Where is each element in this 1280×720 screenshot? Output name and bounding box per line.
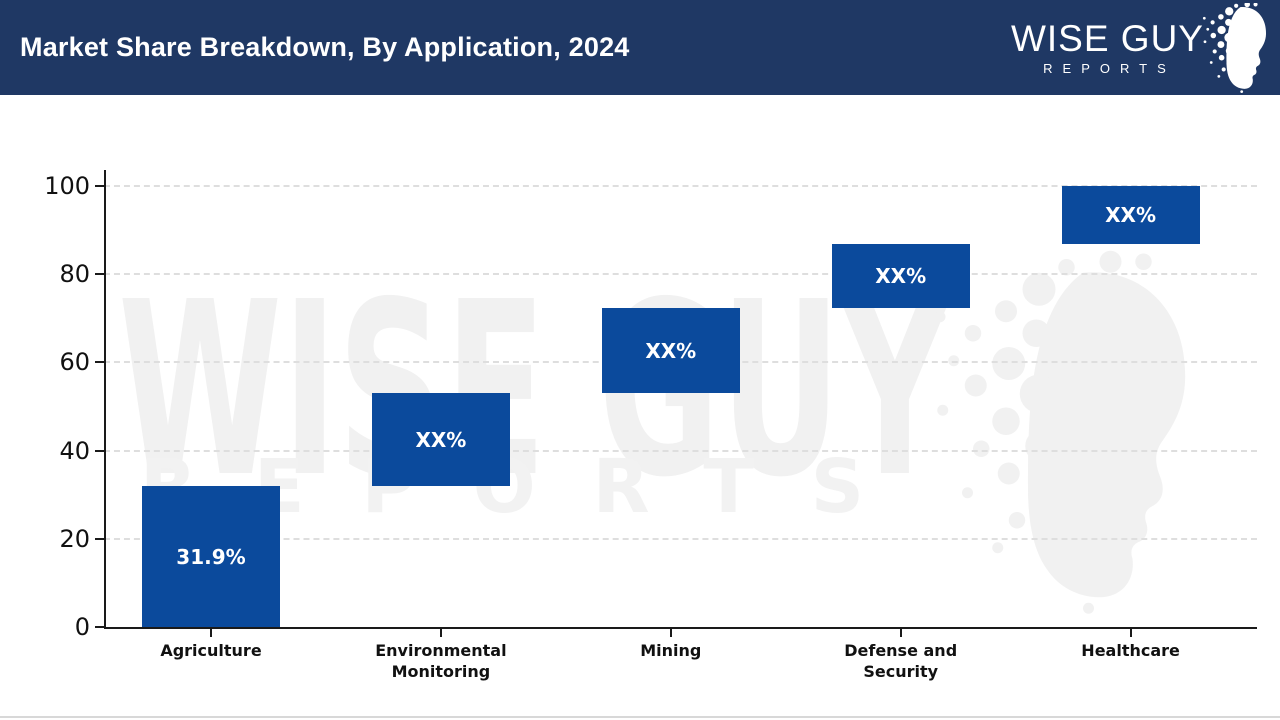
- bar-value-label: XX%: [415, 427, 467, 452]
- page-title: Market Share Breakdown, By Application, …: [20, 32, 630, 62]
- category-label-line: Environmental: [375, 641, 507, 660]
- y-tick-label: 60: [59, 348, 90, 377]
- waterfall-bar: [142, 486, 280, 627]
- y-tick-mark: [95, 626, 104, 628]
- y-tick-label: 40: [59, 436, 90, 465]
- category-label-line: Monitoring: [391, 662, 491, 681]
- y-tick-mark: [95, 449, 104, 452]
- y-tick-label: 100: [44, 172, 90, 200]
- category-label: Agriculture: [96, 640, 326, 661]
- category-label-line: Security: [863, 662, 939, 681]
- y-gridline: [104, 185, 1257, 187]
- y-tick-mark: [95, 273, 104, 276]
- bottom-divider: [0, 716, 1280, 718]
- waterfall-bar: [1061, 186, 1200, 244]
- y-gridline: [104, 537, 1257, 540]
- bar-value-label: XX%: [1105, 202, 1157, 227]
- wise-guy-face-icon: [1202, 2, 1267, 93]
- x-tick-mark: [669, 629, 672, 637]
- waterfall-bar: [601, 308, 740, 394]
- x-tick-mark: [439, 629, 442, 637]
- category-label-line: Mining: [640, 641, 702, 660]
- x-tick-mark: [899, 629, 902, 637]
- category-label: Mining: [556, 640, 786, 661]
- category-label: Defense and Security: [786, 640, 1016, 682]
- x-tick-mark: [210, 629, 212, 637]
- bar-value-label: 31.9%: [176, 544, 246, 569]
- category-label-line: Defense and: [844, 641, 958, 660]
- wise-guy-logo: WISE GUY REPORTS: [1011, 2, 1280, 93]
- logo-subtitle: REPORTS: [1043, 60, 1176, 76]
- x-axis-line: [104, 627, 1257, 629]
- y-tick-label: 80: [59, 260, 90, 289]
- y-tick-mark: [95, 185, 104, 187]
- logo-wordmark: WISE GUY: [1010, 17, 1204, 59]
- x-tick-mark: [1129, 629, 1132, 637]
- y-tick-mark: [95, 537, 104, 540]
- bar-value-label: XX%: [875, 263, 927, 288]
- y-tick-mark: [95, 361, 104, 364]
- y-gridline: [104, 449, 1257, 452]
- waterfall-bar: [371, 393, 510, 487]
- category-label: Environmental Monitoring: [326, 640, 556, 682]
- bar-value-label: XX%: [645, 338, 697, 363]
- y-axis-line: [104, 170, 106, 629]
- category-label-line: Agriculture: [160, 641, 262, 660]
- y-gridline: [104, 273, 1257, 276]
- chart-canvas: WISE GUY REPORTS 0 20 40 60 80 100 31.9% Agricu…: [0, 95, 1280, 720]
- y-tick-label: 0: [74, 613, 90, 641]
- y-tick-label: 20: [59, 524, 90, 553]
- logo-text: WISE GUY REPORTS: [1011, 20, 1204, 76]
- category-label: Healthcare: [1016, 640, 1246, 661]
- waterfall-bar: [831, 243, 970, 309]
- watermark-wordmark: WISE GUY: [118, 250, 949, 530]
- header-bar: Market Share Breakdown, By Application, …: [0, 0, 1280, 95]
- category-label-line: Healthcare: [1081, 641, 1180, 660]
